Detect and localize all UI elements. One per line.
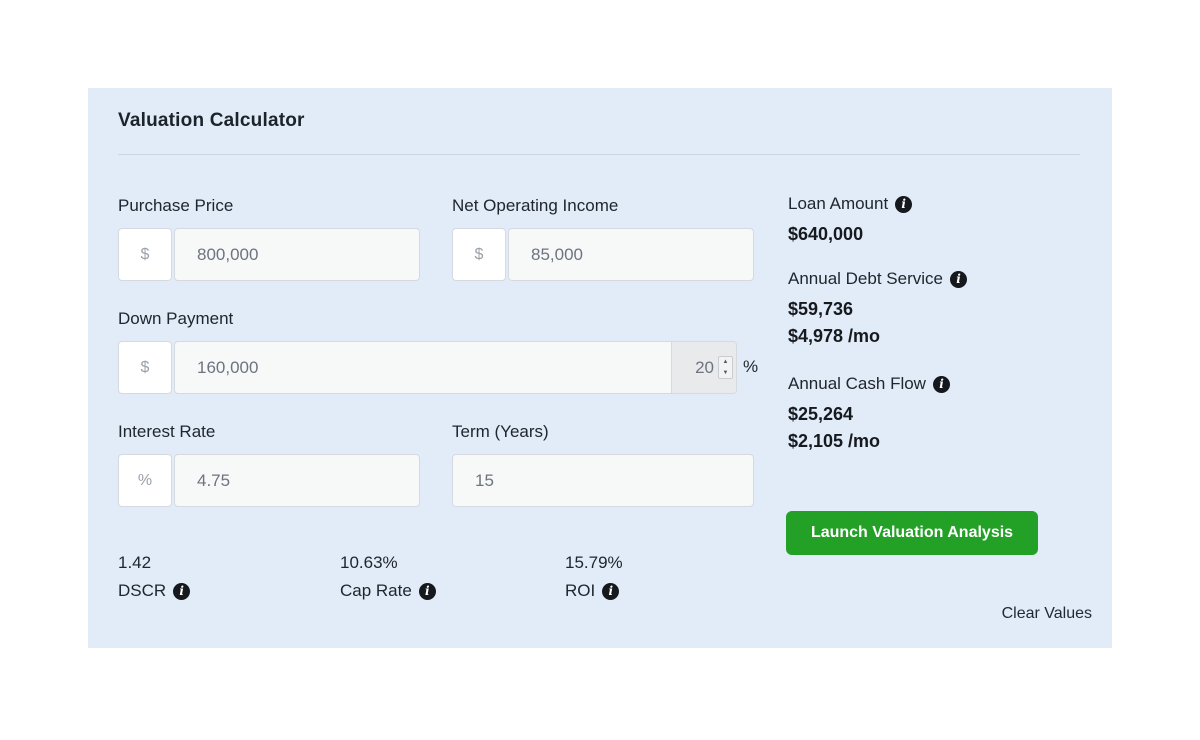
annual-debt-service-info-icon[interactable]: i [949,270,967,288]
term-years-group [452,454,754,507]
annual-cash-flow-monthly-value: $2,105 /mo [788,431,881,451]
down-payment-percent-value[interactable]: 20 [695,357,714,377]
interest-rate-input[interactable] [175,455,419,506]
cap-rate-label: Cap Rate [340,581,412,600]
cap-rate-info-icon[interactable]: i [418,582,436,600]
annual-cash-flow-value: $25,264 [788,404,854,424]
loan-amount-value: $640,000 [788,224,864,244]
down-payment-group: $ 20 ▲ ▼ [118,341,737,394]
spinner-down-icon[interactable]: ▼ [722,369,729,376]
interest-rate-group: % [118,454,420,507]
annual-debt-service-value: $59,736 [788,299,854,319]
dscr-info-icon[interactable]: i [173,582,191,600]
valuation-calculator-card: Valuation Calculator Purchase Price $ Ne… [88,88,1112,648]
interest-rate-label: Interest Rate [118,422,216,441]
annual-debt-service-label: Annual Debt Service [788,269,943,288]
annual-debt-service-monthly-value: $4,978 /mo [788,326,881,346]
cap-rate-stat: 10.63% Cap Rate i [340,549,436,605]
term-years-input[interactable] [453,455,753,506]
interest-rate-percent-prefix: % [118,454,172,507]
down-payment-input[interactable] [175,342,671,393]
clear-values-link[interactable]: Clear Values [1001,605,1092,622]
net-operating-income-label: Net Operating Income [452,196,619,215]
down-payment-percent-suffix: % [743,357,759,376]
down-payment-percent-spinner: ▲ ▼ [718,356,733,379]
down-payment-label: Down Payment [118,309,234,328]
roi-info-icon[interactable]: i [602,582,620,600]
purchase-price-input[interactable] [175,229,419,280]
dscr-stat: 1.42 DSCR i [118,549,191,605]
loan-amount-info-icon[interactable]: i [895,195,913,213]
down-payment-currency-prefix: $ [118,341,172,394]
dscr-label: DSCR [118,581,167,600]
net-operating-income-currency-prefix: $ [452,228,506,281]
roi-label: ROI [565,581,596,600]
loan-amount-label: Loan Amount [788,194,889,213]
purchase-price-group: $ [118,228,420,281]
annual-cash-flow-label: Annual Cash Flow [788,374,926,393]
roi-stat: 15.79% ROI i [565,549,623,605]
annual-cash-flow-info-icon[interactable]: i [932,375,950,393]
net-operating-income-group: $ [452,228,754,281]
net-operating-income-input[interactable] [509,229,753,280]
purchase-price-currency-prefix: $ [118,228,172,281]
spinner-up-icon[interactable]: ▲ [722,359,729,366]
term-years-label: Term (Years) [452,422,549,441]
title-divider [118,154,1080,155]
purchase-price-label: Purchase Price [118,196,234,215]
roi-value: 15.79% [565,553,623,572]
launch-valuation-analysis-button[interactable]: Launch Valuation Analysis [786,511,1038,555]
cap-rate-value: 10.63% [340,553,398,572]
dscr-value: 1.42 [118,553,152,572]
page-title: Valuation Calculator [118,110,305,131]
down-payment-percent-box[interactable]: 20 ▲ ▼ [671,342,736,393]
